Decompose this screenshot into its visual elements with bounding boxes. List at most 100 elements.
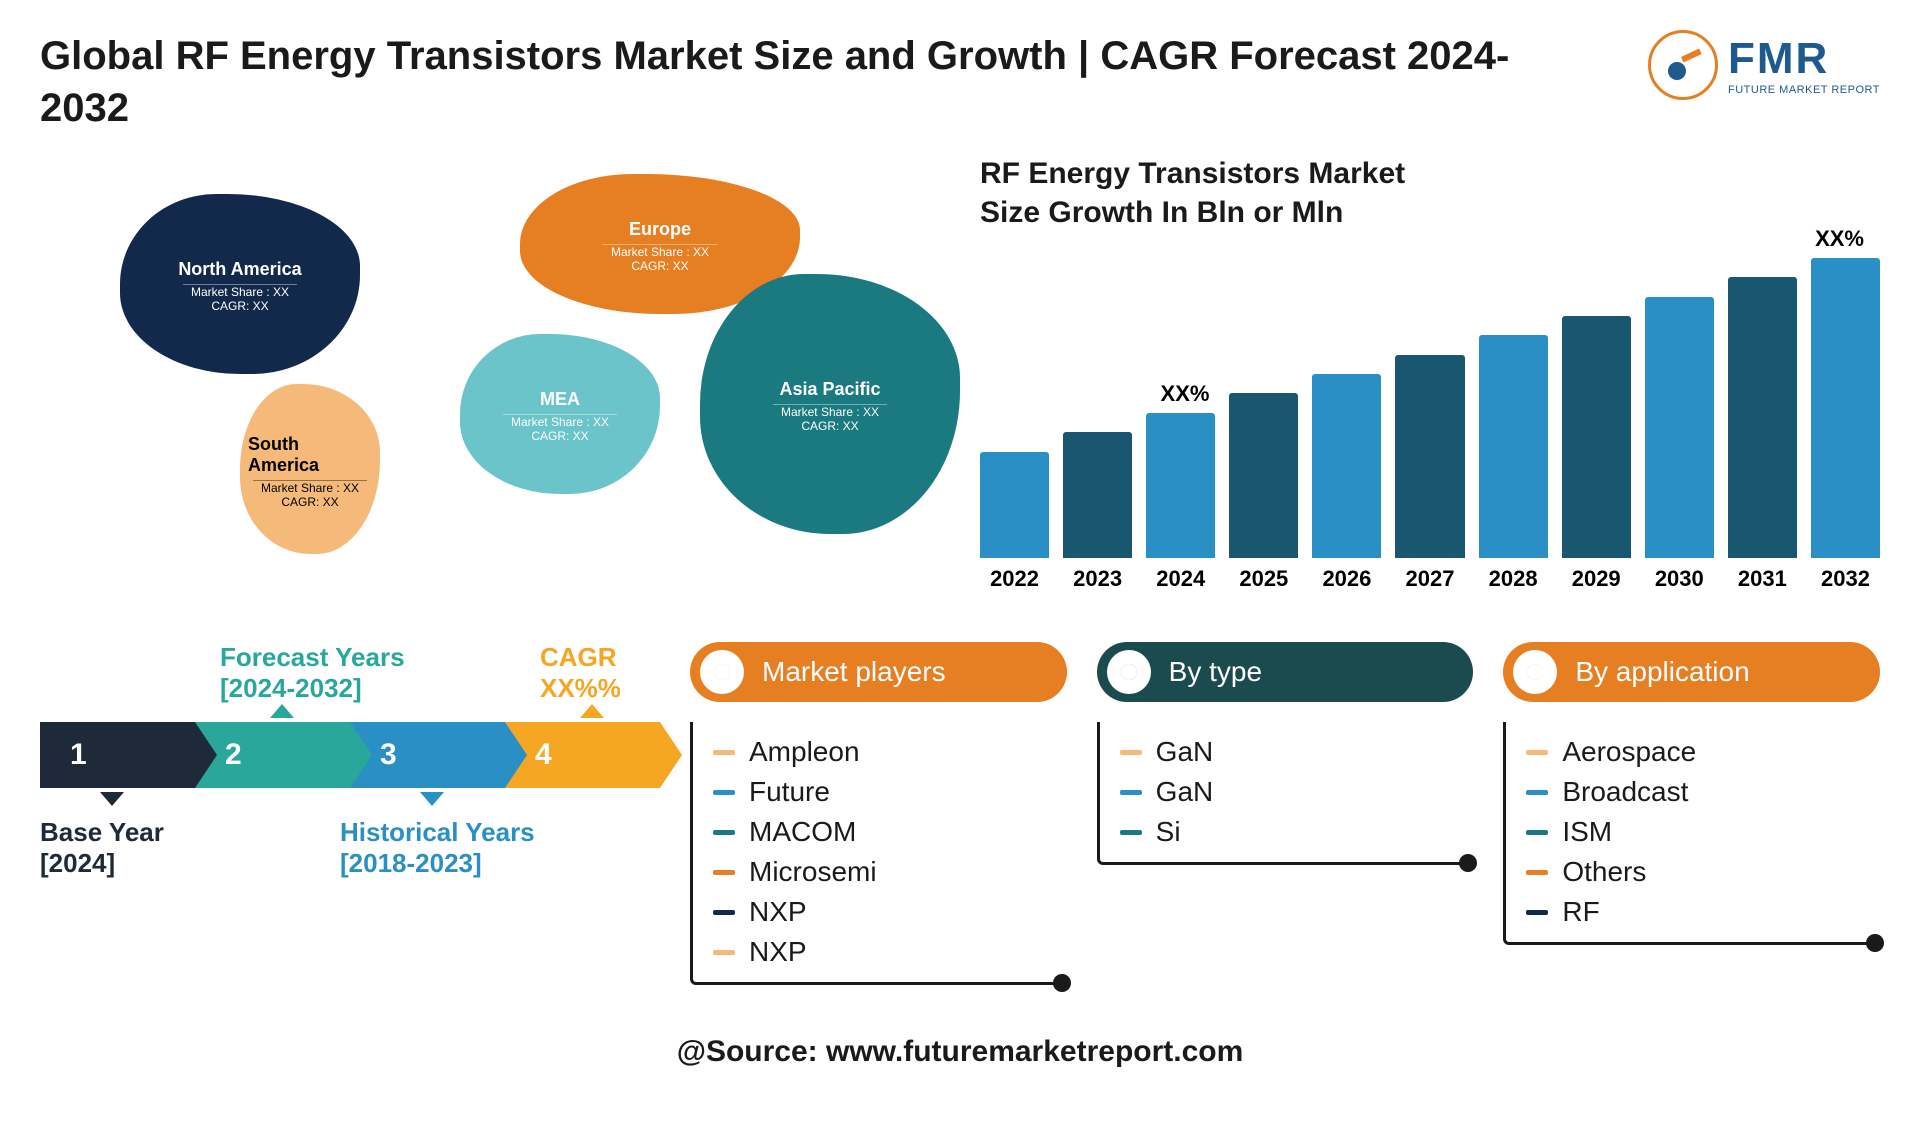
bar-year-label: 2023 (1073, 566, 1122, 592)
item-label: GaN (1156, 776, 1214, 808)
bar (1562, 316, 1631, 558)
item-label: Others (1562, 856, 1646, 888)
logo-text: FMR (1728, 34, 1880, 84)
bar-col-2027: 2027 (1395, 355, 1464, 592)
column-by-application: By application Aerospace Broadcast ISM Other… (1503, 642, 1880, 985)
tick-icon (713, 950, 735, 955)
column-market-players: Market players Ampleon Future MACOM Microsem… (690, 642, 1067, 985)
region-name: MEA (532, 385, 588, 414)
bar-year-label: 2029 (1572, 566, 1621, 592)
region-asia-pacific: Asia PacificMarket Share : XXCAGR: XX (700, 274, 960, 534)
region-share: Market Share : XX (253, 480, 367, 495)
bar-year-label: 2032 (1821, 566, 1870, 592)
bar (1312, 374, 1381, 558)
timeline-forecast: Forecast Years[2024-2032] (220, 642, 405, 704)
bar-col-2030: 2030 (1645, 297, 1714, 592)
list-item: MACOM (713, 812, 1047, 852)
list-item: Microsemi (713, 852, 1047, 892)
bar-year-label: 2024 (1156, 566, 1205, 592)
item-label: Future (749, 776, 830, 808)
region-south-america: South AmericaMarket Share : XXCAGR: XX (240, 384, 380, 554)
bar-col-2026: 2026 (1312, 374, 1381, 592)
region-share: Market Share : XX (773, 404, 887, 419)
region-cagr: CAGR: XX (273, 495, 346, 509)
bar (1063, 432, 1132, 558)
bar-col-2023: 2023 (1063, 432, 1132, 592)
tick-icon (713, 790, 735, 795)
tick-icon (713, 870, 735, 875)
logo: FMR FUTURE MARKET REPORT (1648, 30, 1880, 100)
item-label: RF (1562, 896, 1599, 928)
bar-year-label: 2031 (1738, 566, 1787, 592)
column-header-text: Market players (762, 656, 946, 688)
item-label: GaN (1156, 736, 1214, 768)
region-name: North America (170, 255, 309, 284)
region-cagr: CAGR: XX (203, 299, 276, 313)
tick-icon (1120, 830, 1142, 835)
timeline-base: Base Year[2024] (40, 817, 164, 879)
list-item: Ampleon (713, 732, 1047, 772)
item-label: NXP (749, 896, 807, 928)
bar-year-label: 2030 (1655, 566, 1704, 592)
region-mea: MEAMarket Share : XXCAGR: XX (460, 334, 660, 494)
bar-col-2024: 2024 (1146, 413, 1215, 592)
region-share: Market Share : XX (183, 284, 297, 299)
timeline-seg-4: 4 (505, 722, 660, 788)
tick-icon (1526, 830, 1548, 835)
timeline-cagr: CAGRXX%% (540, 642, 621, 704)
bar-year-label: 2028 (1489, 566, 1538, 592)
list-item: NXP (713, 892, 1047, 932)
region-name: Asia Pacific (771, 375, 888, 404)
timeline-seg-3: 3 (350, 722, 505, 788)
list-item: Aerospace (1526, 732, 1860, 772)
chart-title: RF Energy Transistors Market Size Growth… (980, 154, 1460, 232)
bar (1229, 393, 1298, 558)
source-text: @Source: www.futuremarketreport.com (40, 1035, 1880, 1069)
bar-year-label: 2027 (1406, 566, 1455, 592)
item-label: Broadcast (1562, 776, 1688, 808)
list-item: ISM (1526, 812, 1860, 852)
item-label: Microsemi (749, 856, 877, 888)
region-cagr: CAGR: XX (793, 419, 866, 433)
list-item: GaN (1120, 732, 1454, 772)
tick-icon (713, 750, 735, 755)
item-list: Aerospace Broadcast ISM Others RF (1503, 722, 1880, 945)
list-item: Broadcast (1526, 772, 1860, 812)
tick-icon (713, 910, 735, 915)
bar-year-label: 2026 (1322, 566, 1371, 592)
column-header-text: By type (1169, 656, 1262, 688)
region-north-america: North AmericaMarket Share : XXCAGR: XX (120, 194, 360, 374)
tick-icon (1526, 750, 1548, 755)
column-header: By application (1503, 642, 1880, 702)
column-header-text: By application (1575, 656, 1749, 688)
tick-icon (1120, 750, 1142, 755)
telescope-icon (1648, 30, 1718, 100)
logo-subtitle: FUTURE MARKET REPORT (1728, 84, 1880, 96)
bar (1479, 335, 1548, 558)
bar (1395, 355, 1464, 558)
list-item: GaN (1120, 772, 1454, 812)
bar-year-label: 2025 (1239, 566, 1288, 592)
list-item: Si (1120, 812, 1454, 852)
bar-year-label: 2022 (990, 566, 1039, 592)
bar (1645, 297, 1714, 558)
item-label: Aerospace (1562, 736, 1696, 768)
region-share: Market Share : XX (503, 414, 617, 429)
item-list: GaN GaN Si (1097, 722, 1474, 865)
page-title: Global RF Energy Transistors Market Size… (40, 30, 1540, 134)
bullet-icon (1513, 650, 1557, 694)
list-item: NXP (713, 932, 1047, 972)
timeline: 1234 Forecast Years[2024-2032]CAGRXX%%Ba… (40, 642, 660, 788)
region-cagr: CAGR: XX (523, 429, 596, 443)
region-cagr: CAGR: XX (623, 259, 696, 273)
bar-col-2031: 2031 (1728, 277, 1797, 592)
tick-icon (1526, 790, 1548, 795)
column-header: By type (1097, 642, 1474, 702)
bar-col-2032: 2032 (1811, 258, 1880, 592)
bar-chart: RF Energy Transistors Market Size Growth… (980, 154, 1880, 592)
timeline-seg-2: 2 (195, 722, 350, 788)
region-share: Market Share : XX (603, 244, 717, 259)
bullet-icon (1107, 650, 1151, 694)
region-name: Europe (621, 215, 699, 244)
tick-icon (1526, 870, 1548, 875)
